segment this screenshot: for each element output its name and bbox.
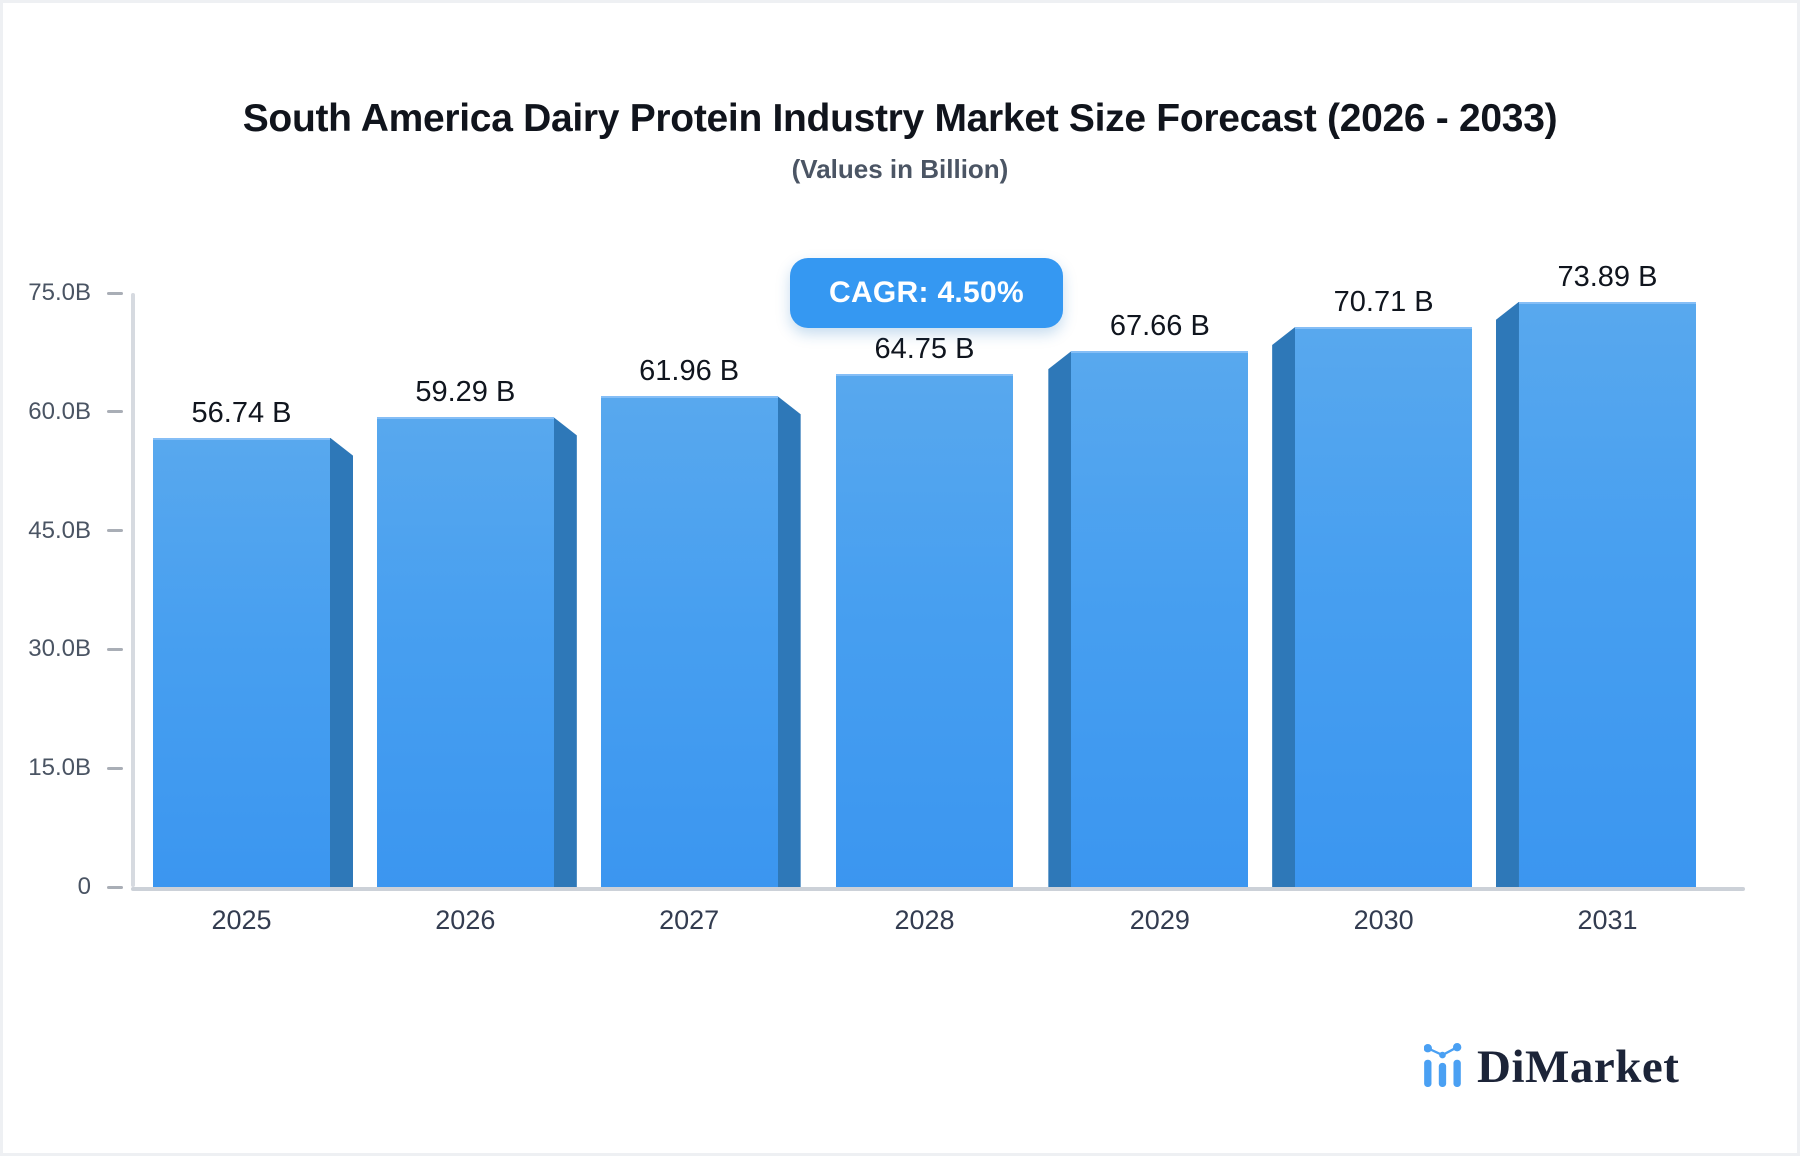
bar-front-face xyxy=(1295,326,1473,887)
bar-front-face xyxy=(153,437,330,887)
y-axis-label: 0 xyxy=(77,873,91,900)
y-axis-label: 75.0B xyxy=(28,279,91,306)
bar-front-face xyxy=(835,374,1013,887)
y-axis-tick xyxy=(107,647,123,651)
brand-name: DiMarket xyxy=(1477,1040,1680,1093)
bar-value-label: 73.89 B xyxy=(1557,260,1658,293)
y-axis-tick xyxy=(107,885,123,889)
x-axis-label-2026: 2026 xyxy=(435,905,496,935)
bar-front-face xyxy=(1518,301,1696,887)
y-axis-label: 15.0B xyxy=(28,754,91,782)
x-axis-label-2027: 2027 xyxy=(659,905,720,935)
y-axis-tick xyxy=(107,410,123,414)
cagr-badge: CAGR: 4.50% xyxy=(790,258,1063,328)
bar-side-face xyxy=(553,417,577,887)
y-axis-label: 30.0B xyxy=(28,635,91,663)
bar-2030[interactable]: 70.71 B xyxy=(1272,286,1473,887)
bar-side-face xyxy=(1495,301,1519,887)
x-axis-label-2028: 2028 xyxy=(894,905,955,935)
y-axis-tick xyxy=(107,529,123,533)
plot-area: 75.0B 60.0B 45.0B 30.0B 15.0B 0 56.74 B 2025 59.… xyxy=(3,3,1797,1153)
bar-chart-logo-icon xyxy=(1424,1043,1462,1087)
bar-2026[interactable]: 59.29 B xyxy=(376,376,577,887)
bar-side-face xyxy=(1048,351,1072,887)
y-axis-tick xyxy=(107,291,123,295)
bar-front-face xyxy=(600,396,778,887)
bar-side-face xyxy=(330,437,353,887)
x-axis-label-2030: 2030 xyxy=(1353,905,1414,935)
bar-value-label: 59.29 B xyxy=(415,376,516,409)
x-axis-label-2029: 2029 xyxy=(1129,905,1190,935)
bar-value-label: 61.96 B xyxy=(639,355,740,388)
y-axis-line xyxy=(131,293,135,887)
y-axis-label: 45.0B xyxy=(28,516,91,544)
x-axis-line xyxy=(131,887,1745,891)
brand-logo: DiMarket xyxy=(1424,1040,1680,1093)
bar-value-label: 70.71 B xyxy=(1333,285,1434,318)
x-axis-label-2031: 2031 xyxy=(1577,905,1638,935)
bar-value-label: 56.74 B xyxy=(191,396,292,429)
chart-subtitle: (Values in Billion) xyxy=(791,154,1009,184)
bar-side-face xyxy=(777,396,801,887)
bar-value-label: 67.66 B xyxy=(1109,310,1210,343)
bar-value-label: 64.75 B xyxy=(874,333,975,366)
bar-2028[interactable]: 64.75 B xyxy=(824,333,1024,887)
y-axis-label: 60.0B xyxy=(28,397,91,425)
bar-2031[interactable]: 73.89 B xyxy=(1495,261,1696,887)
bar-2027[interactable]: 61.96 B xyxy=(600,355,801,887)
bar-front-face xyxy=(376,417,554,887)
bar-2025[interactable]: 56.74 B xyxy=(153,397,353,887)
y-axis-tick xyxy=(107,766,123,770)
chart-title: South America Dairy Protein Industry Mar… xyxy=(242,97,1558,140)
bar-side-face xyxy=(1272,326,1296,887)
bar-2029[interactable]: 67.66 B xyxy=(1048,310,1249,887)
chart-card: South America Dairy Protein Industry Mar… xyxy=(3,3,1797,1153)
bar-front-face xyxy=(1071,351,1249,887)
x-axis-label-2025: 2025 xyxy=(211,905,272,935)
